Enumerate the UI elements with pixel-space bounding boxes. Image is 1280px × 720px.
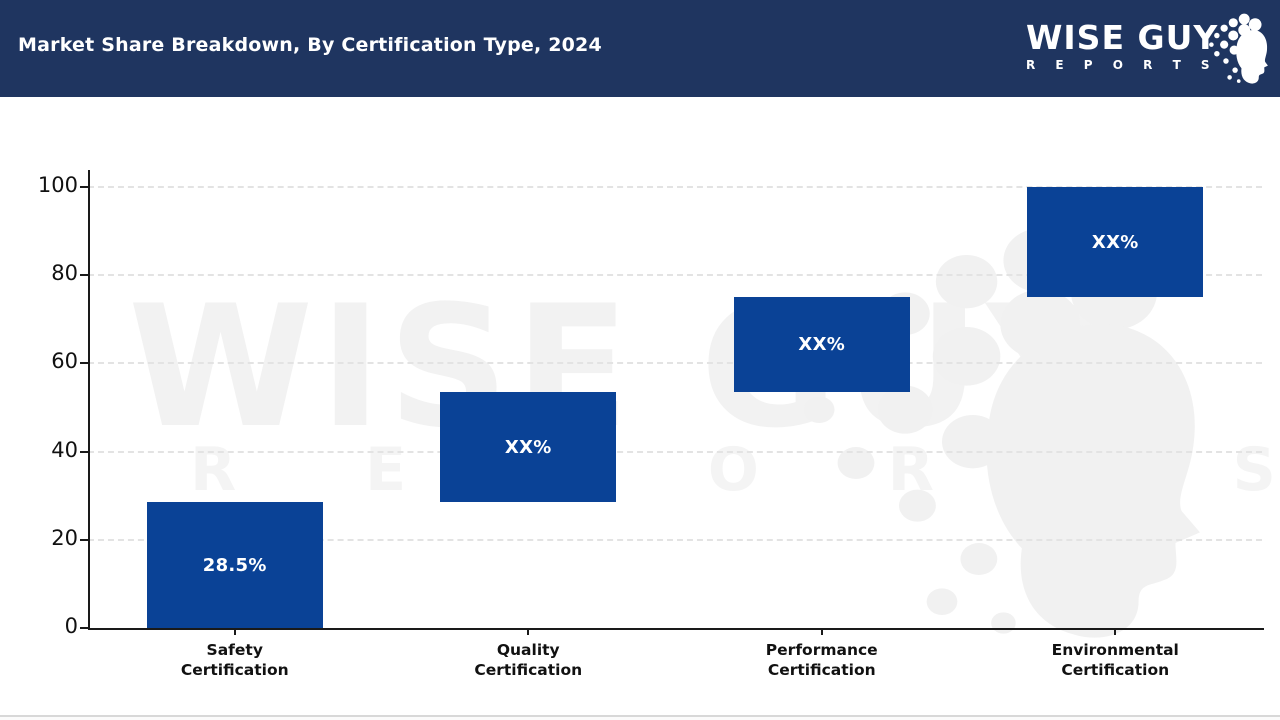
y-tick-label: 40 bbox=[51, 437, 78, 462]
brand-subname: R E P O R T S bbox=[1026, 58, 1218, 72]
x-tick-mark bbox=[820, 628, 823, 635]
brand-logo-text: WISE GUY R E P O R T S bbox=[1026, 18, 1219, 73]
y-tick-mark bbox=[80, 274, 88, 277]
x-category-label-line: Quality bbox=[496, 641, 560, 659]
x-category-label-line: Certification bbox=[767, 661, 876, 679]
x-category-label-line: Certification bbox=[474, 661, 583, 679]
bar-value-label: XX% bbox=[504, 436, 552, 458]
footer-strip bbox=[0, 715, 1280, 720]
y-tick-mark bbox=[80, 362, 88, 365]
y-tick-label: 100 bbox=[37, 173, 78, 197]
gridline bbox=[88, 362, 1262, 365]
bar-value-label: XX% bbox=[798, 334, 846, 356]
x-category-label: Performance Certification bbox=[675, 640, 969, 680]
bar-value-label: 28.5% bbox=[202, 554, 267, 576]
y-tick-label: 20 bbox=[51, 525, 78, 550]
x-category-label: Environmental Certification bbox=[969, 640, 1263, 680]
y-tick-mark bbox=[80, 538, 88, 541]
gridline bbox=[88, 538, 1262, 541]
x-category-label: Safety Certification bbox=[88, 640, 382, 680]
y-tick-label: 60 bbox=[51, 349, 78, 374]
y-tick-mark bbox=[80, 186, 88, 188]
y-tick-label: 0 bbox=[64, 614, 78, 638]
x-category-label-line: Performance bbox=[765, 641, 878, 659]
y-tick-mark bbox=[80, 627, 88, 629]
x-tick-mark bbox=[527, 628, 530, 635]
header: Market Share Breakdown, By Certification… bbox=[0, 0, 1280, 97]
gridline bbox=[88, 450, 1262, 453]
y-tick-mark bbox=[80, 450, 88, 453]
brand-logo: WISE GUY R E P O R T S bbox=[1026, 8, 1268, 92]
gridline bbox=[88, 186, 1262, 188]
bar-quality-certification: XX% bbox=[440, 392, 617, 503]
x-category-label-line: Environmental bbox=[1051, 641, 1179, 659]
watermark: WISE GUY R E P O R T S bbox=[0, 97, 1280, 715]
brand-name: WISE GUY bbox=[1026, 18, 1219, 57]
brand-head-icon bbox=[1209, 13, 1268, 84]
bar-environmental-certification: XX% bbox=[1027, 187, 1204, 298]
x-category-label: Quality Certification bbox=[382, 640, 676, 680]
chart-title: Market Share Breakdown, By Certification… bbox=[18, 34, 602, 56]
y-tick-label: 80 bbox=[51, 261, 78, 286]
x-category-label-line: Safety bbox=[206, 641, 263, 659]
x-tick-mark bbox=[1114, 628, 1117, 635]
bar-performance-certification: XX% bbox=[733, 297, 910, 393]
x-tick-mark bbox=[233, 628, 236, 635]
x-category-label-line: Certification bbox=[180, 661, 289, 679]
bar-value-label: XX% bbox=[1091, 231, 1139, 253]
bar-safety-certification: 28.5% bbox=[146, 502, 323, 628]
gridline bbox=[88, 274, 1262, 277]
x-category-label-line: Certification bbox=[1061, 661, 1170, 679]
